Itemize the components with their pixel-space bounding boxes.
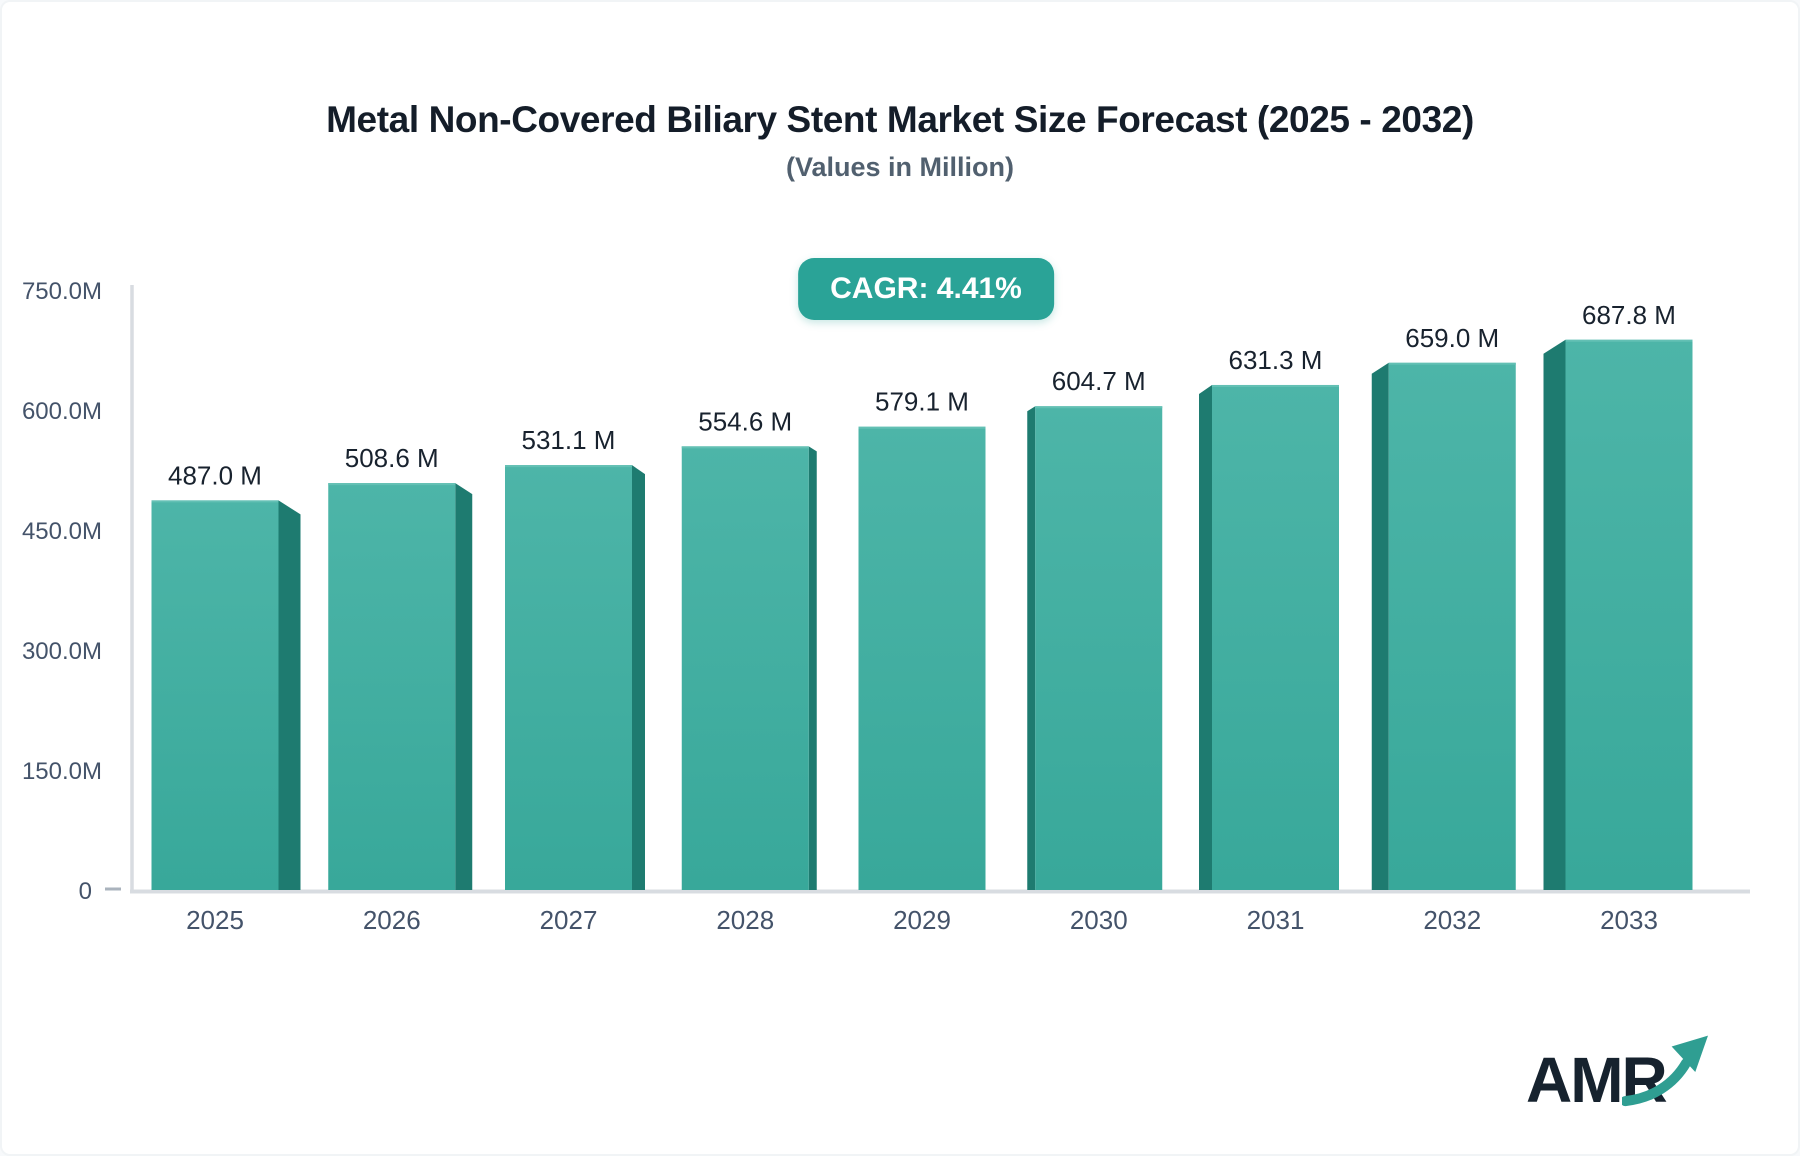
- x-axis-label: 2030: [1070, 905, 1128, 935]
- cagr-badge: CAGR: 4.41%: [798, 258, 1054, 320]
- x-axis-label: 2028: [716, 905, 774, 935]
- growth-arrow-icon: [1621, 1035, 1708, 1107]
- y-axis-label: 0: [79, 878, 92, 905]
- x-axis-label: 2025: [186, 905, 244, 935]
- bar-group-2029: [858, 426, 986, 890]
- bar-face: [1035, 406, 1163, 890]
- bar-group-2031: [1199, 384, 1339, 890]
- x-axis-label: 2026: [363, 905, 421, 935]
- x-axis-label: 2027: [540, 905, 598, 935]
- bar-face: [1565, 339, 1693, 890]
- bar-face: [858, 426, 986, 890]
- bar-group-2030: [1027, 406, 1163, 890]
- bar-group-2032: [1371, 362, 1516, 890]
- chart-title: Metal Non-Covered Biliary Stent Market S…: [326, 99, 1474, 140]
- bar-group-2026: [328, 483, 473, 890]
- bar-side-face: [1027, 406, 1036, 890]
- x-axis-label: 2032: [1423, 905, 1481, 935]
- bar-value-label: 579.1 M: [875, 387, 969, 417]
- bar-face: [1388, 362, 1516, 890]
- bar-side-face: [1199, 384, 1212, 890]
- bar-chart: 750.0M 600.0M 450.0M 300.0M 150.0M 0 487.0 M 20…: [22, 278, 1750, 935]
- y-axis-label: 300.0M: [22, 638, 102, 665]
- bar-value-label: 687.8 M: [1582, 300, 1676, 330]
- bar-group-2028: [681, 446, 817, 890]
- bar-value-label: 659.0 M: [1405, 323, 1499, 353]
- x-axis-label: 2033: [1600, 905, 1658, 935]
- bar-side-face: [1543, 339, 1566, 890]
- bar-group-2033: [1543, 339, 1693, 890]
- bar-side-face: [278, 500, 301, 890]
- x-axis-label: 2031: [1247, 905, 1305, 935]
- bar-value-label: 631.3 M: [1229, 345, 1323, 375]
- bar-face: [681, 446, 809, 890]
- bar-group-2025: [151, 500, 301, 890]
- x-axis-label: 2029: [893, 905, 951, 935]
- y-axis-label: 750.0M: [22, 278, 102, 305]
- bar-face: [505, 465, 632, 890]
- bar-side-face: [632, 465, 645, 890]
- y-axis-label: 150.0M: [22, 758, 102, 785]
- bar-value-label: 487.0 M: [168, 460, 262, 490]
- bar-face: [328, 483, 456, 890]
- bar-value-label: 554.6 M: [698, 406, 792, 436]
- bar-group-2027: [505, 465, 645, 890]
- bar-value-label: 508.6 M: [345, 443, 439, 473]
- bar-value-label: 531.1 M: [522, 425, 616, 455]
- y-axis-label: 450.0M: [22, 518, 102, 545]
- bar-side-face: [455, 483, 473, 890]
- bar-side-face: [1371, 362, 1389, 890]
- y-axis-label: 600.0M: [22, 398, 102, 425]
- bar-face: [1212, 384, 1339, 890]
- bar-side-face: [808, 446, 817, 890]
- bar-face: [151, 500, 279, 890]
- bar-value-label: 604.7 M: [1052, 366, 1146, 396]
- chart-subtitle: (Values in Million): [785, 152, 1015, 182]
- amr-logo: AMR: [1526, 1032, 1714, 1112]
